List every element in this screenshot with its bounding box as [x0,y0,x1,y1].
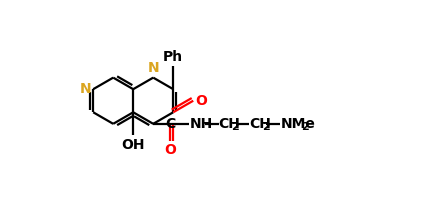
Text: Ph: Ph [163,50,183,64]
Text: NMe: NMe [279,117,314,131]
Text: 2: 2 [300,122,308,132]
Text: 2: 2 [230,122,238,132]
Text: C: C [164,117,175,131]
Text: CH: CH [218,117,240,131]
Text: CH: CH [249,117,271,131]
Text: O: O [195,94,207,108]
Text: OH: OH [121,138,145,152]
Text: O: O [164,143,176,157]
Text: 2: 2 [261,122,269,132]
Text: N: N [79,82,91,96]
Text: N: N [147,61,159,75]
Text: NH: NH [189,117,212,131]
